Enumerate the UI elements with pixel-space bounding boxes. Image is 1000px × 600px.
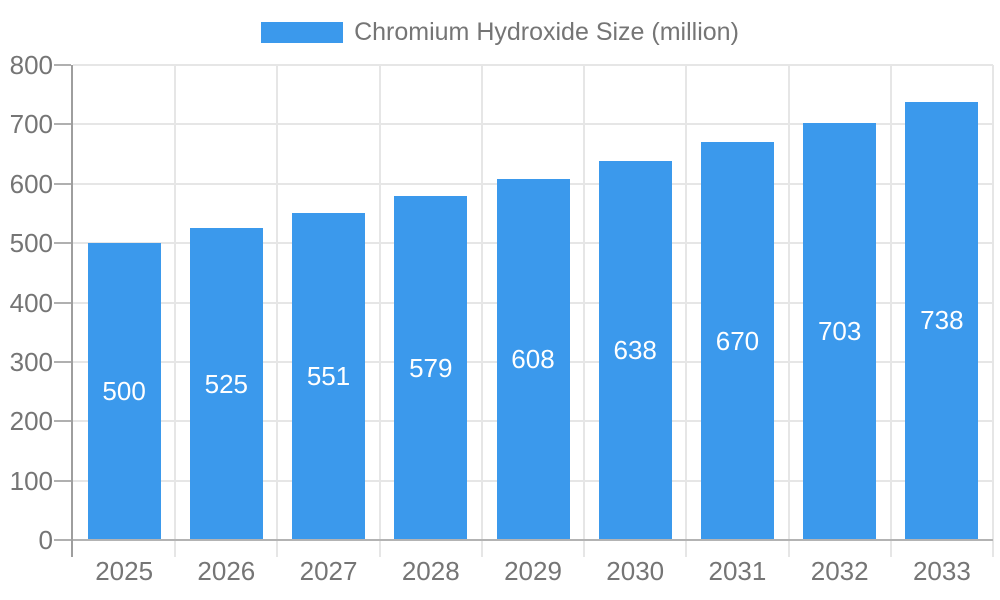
x-gridline (276, 65, 279, 557)
x-tick-label: 2031 (708, 556, 767, 586)
bar-value-label: 608 (511, 344, 555, 374)
x-tick-label: 2032 (810, 556, 869, 586)
x-gridline (378, 65, 381, 557)
y-tick-mark (54, 64, 71, 66)
bar-value-label: 500 (102, 376, 146, 407)
bar-2025[interactable]: 500 (87, 243, 161, 540)
y-tick-mark (54, 539, 71, 541)
bar-value-label: 738 (920, 305, 964, 336)
y-tick-mark (54, 242, 71, 245)
y-tick-mark (54, 123, 71, 126)
y-tick-label: 700 (9, 109, 53, 140)
x-tick-label: 2025 (95, 556, 154, 586)
y-tick-label: 300 (9, 346, 53, 377)
x-tick-label: 2026 (197, 556, 256, 586)
x-tick-label: 2029 (504, 556, 562, 586)
x-tick-label: 2027 (299, 556, 358, 586)
x-tick-label: 2030 (606, 556, 665, 586)
x-gridline (889, 65, 892, 557)
x-gridline (174, 65, 177, 557)
y-tick-label: 100 (9, 465, 53, 496)
bar-value-label: 703 (817, 315, 862, 346)
x-axis-line (73, 539, 993, 541)
x-gridline (787, 65, 790, 557)
x-tick-label: 2033 (912, 556, 971, 586)
bar-2026[interactable]: 525 (189, 228, 263, 540)
y-axis-line (71, 65, 73, 557)
y-tick-mark (54, 301, 71, 304)
x-gridline (685, 65, 688, 557)
y-tick-label: 800 (9, 50, 53, 80)
y-tick-label: 0 (38, 525, 53, 555)
bar-2031[interactable]: 670 (700, 142, 774, 540)
y-tick-mark (54, 182, 71, 185)
y-tick-label: 500 (9, 228, 53, 259)
bar-2029[interactable]: 608 (496, 179, 570, 540)
y-gridline (73, 123, 993, 126)
bar-2028[interactable]: 579 (394, 196, 468, 540)
bar-value-label: 551 (306, 360, 351, 391)
legend-swatch-icon[interactable] (261, 21, 344, 43)
legend[interactable]: Chromium Hydroxide Size (million) (0, 18, 1000, 46)
bar-2033[interactable]: 738 (905, 101, 979, 540)
x-tick-label: 2028 (401, 556, 460, 586)
bar-value-label: 525 (204, 368, 249, 399)
y-tick-label: 200 (9, 406, 53, 437)
y-tick-mark (54, 420, 71, 423)
bar-value-label: 670 (715, 325, 760, 356)
x-gridline (992, 65, 994, 557)
y-tick-label: 400 (9, 287, 53, 318)
bar-value-label: 638 (613, 335, 657, 366)
legend-label: Chromium Hydroxide Size (million) (354, 17, 739, 46)
y-tick-mark (54, 360, 71, 363)
y-tick-label: 600 (9, 168, 53, 199)
x-gridline (480, 65, 483, 557)
bar-2030[interactable]: 638 (598, 161, 672, 540)
bar-value-label: 579 (409, 352, 453, 383)
y-tick-mark (54, 479, 71, 482)
bar-2032[interactable]: 703 (803, 122, 877, 540)
x-gridline (583, 65, 586, 557)
bar-2027[interactable]: 551 (292, 212, 366, 540)
y-gridline (73, 64, 993, 66)
